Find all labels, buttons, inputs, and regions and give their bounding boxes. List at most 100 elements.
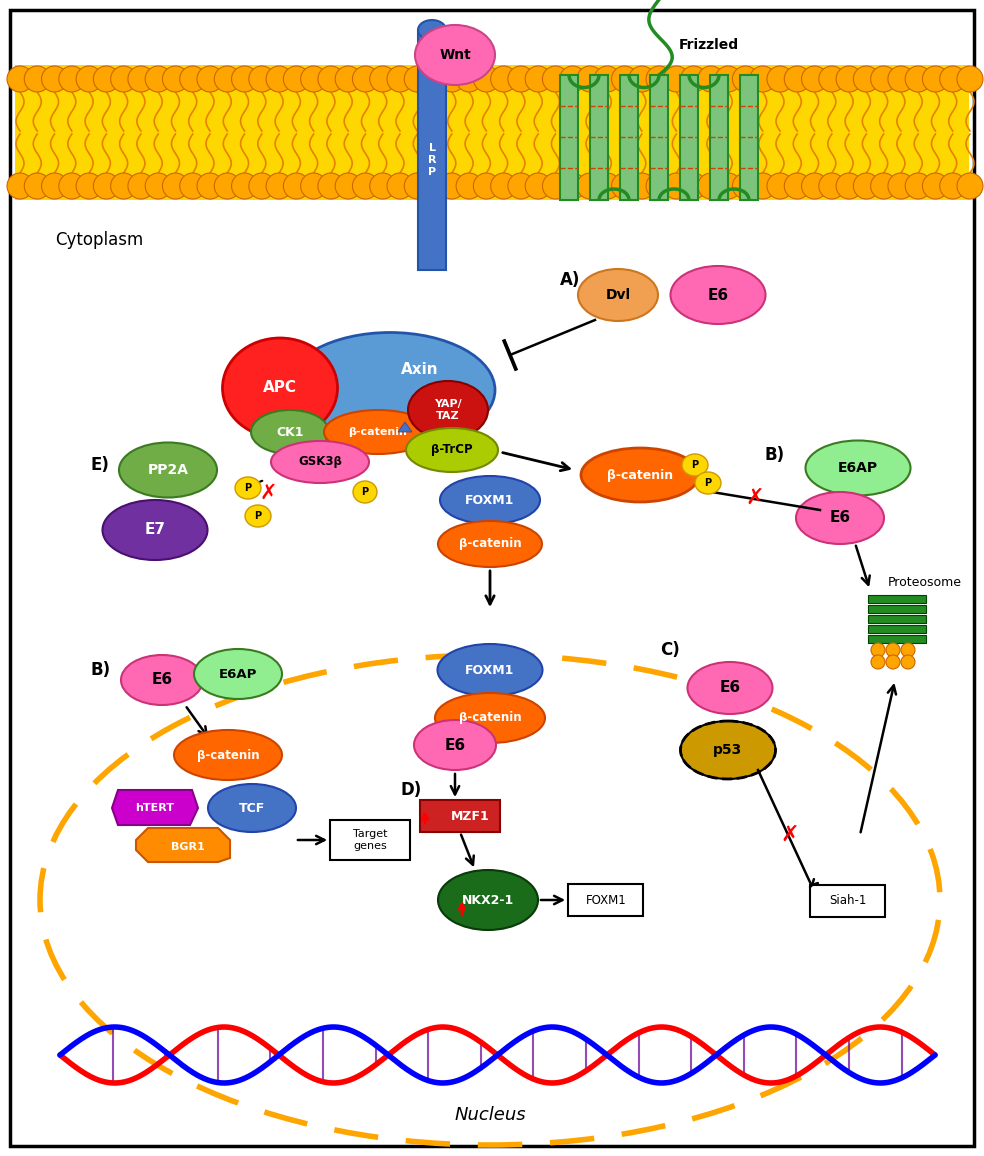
Text: E6: E6	[445, 738, 465, 753]
Circle shape	[577, 66, 603, 92]
Circle shape	[93, 66, 119, 92]
Text: Wnt: Wnt	[439, 49, 471, 62]
Bar	[15, 65, 969, 200]
Text: Dvl: Dvl	[605, 288, 631, 302]
Bar	[650, 75, 668, 200]
Circle shape	[7, 173, 33, 199]
Circle shape	[25, 173, 50, 199]
Ellipse shape	[440, 476, 540, 524]
Circle shape	[871, 173, 896, 199]
Bar	[418, 30, 446, 271]
Circle shape	[76, 66, 102, 92]
Circle shape	[905, 66, 931, 92]
Circle shape	[715, 66, 741, 92]
Circle shape	[370, 173, 396, 199]
Circle shape	[283, 66, 309, 92]
Text: FOXM1: FOXM1	[585, 894, 627, 906]
Ellipse shape	[438, 521, 542, 566]
Circle shape	[542, 173, 569, 199]
Circle shape	[7, 66, 33, 92]
Circle shape	[611, 66, 638, 92]
Text: E6: E6	[719, 681, 741, 696]
Text: P: P	[705, 477, 711, 488]
Text: β-catenin: β-catenin	[607, 468, 673, 482]
Text: E6: E6	[707, 288, 728, 303]
Bar	[420, 800, 500, 832]
Circle shape	[853, 66, 880, 92]
Circle shape	[421, 173, 448, 199]
Circle shape	[886, 643, 900, 657]
Bar	[868, 605, 926, 613]
Text: APC: APC	[263, 380, 297, 395]
Ellipse shape	[681, 721, 775, 779]
Text: L
R
P: L R P	[428, 143, 436, 177]
Circle shape	[922, 66, 949, 92]
Circle shape	[128, 66, 154, 92]
Bar	[590, 75, 608, 200]
Text: FOXM1: FOXM1	[465, 664, 515, 676]
Circle shape	[336, 173, 361, 199]
Ellipse shape	[324, 410, 432, 454]
Text: P: P	[361, 487, 369, 497]
Text: NKX2-1: NKX2-1	[461, 894, 514, 906]
Circle shape	[750, 173, 775, 199]
Circle shape	[180, 66, 206, 92]
Circle shape	[457, 66, 482, 92]
Circle shape	[957, 173, 983, 199]
Circle shape	[318, 66, 344, 92]
Circle shape	[491, 66, 517, 92]
Ellipse shape	[578, 269, 658, 321]
Circle shape	[611, 173, 638, 199]
Circle shape	[146, 66, 171, 92]
Circle shape	[197, 173, 223, 199]
Polygon shape	[112, 790, 198, 825]
Circle shape	[128, 173, 154, 199]
Circle shape	[249, 173, 275, 199]
Circle shape	[301, 66, 327, 92]
Circle shape	[767, 173, 793, 199]
Circle shape	[819, 173, 845, 199]
Circle shape	[59, 66, 85, 92]
Circle shape	[871, 66, 896, 92]
Circle shape	[957, 66, 983, 92]
Circle shape	[231, 173, 258, 199]
Circle shape	[93, 173, 119, 199]
Ellipse shape	[670, 266, 766, 324]
Circle shape	[370, 66, 396, 92]
Circle shape	[41, 66, 68, 92]
Ellipse shape	[682, 454, 708, 476]
Text: FOXM1: FOXM1	[465, 494, 515, 506]
Circle shape	[871, 643, 885, 657]
Ellipse shape	[581, 449, 699, 502]
Text: E): E)	[90, 455, 109, 474]
Circle shape	[404, 66, 430, 92]
Polygon shape	[398, 422, 412, 432]
Text: Cytoplasm: Cytoplasm	[55, 231, 144, 249]
Text: BGR1: BGR1	[171, 842, 205, 852]
Circle shape	[387, 66, 413, 92]
Circle shape	[76, 173, 102, 199]
Ellipse shape	[245, 505, 271, 527]
Circle shape	[162, 173, 189, 199]
Circle shape	[802, 66, 828, 92]
Circle shape	[439, 173, 464, 199]
Circle shape	[871, 655, 885, 669]
Circle shape	[197, 66, 223, 92]
Circle shape	[473, 173, 499, 199]
Ellipse shape	[102, 501, 208, 560]
Ellipse shape	[208, 784, 296, 832]
Text: Axin: Axin	[401, 363, 439, 378]
Text: β-TrCP: β-TrCP	[431, 444, 473, 457]
Circle shape	[110, 66, 137, 92]
Text: E6AP: E6AP	[218, 667, 257, 681]
Text: Siah-1: Siah-1	[830, 895, 867, 907]
Ellipse shape	[406, 428, 498, 472]
Text: β-catenin: β-catenin	[348, 427, 407, 437]
Bar	[560, 75, 578, 200]
Circle shape	[577, 173, 603, 199]
Circle shape	[180, 173, 206, 199]
Circle shape	[301, 173, 327, 199]
Circle shape	[905, 173, 931, 199]
Bar	[568, 884, 643, 916]
Circle shape	[940, 173, 965, 199]
